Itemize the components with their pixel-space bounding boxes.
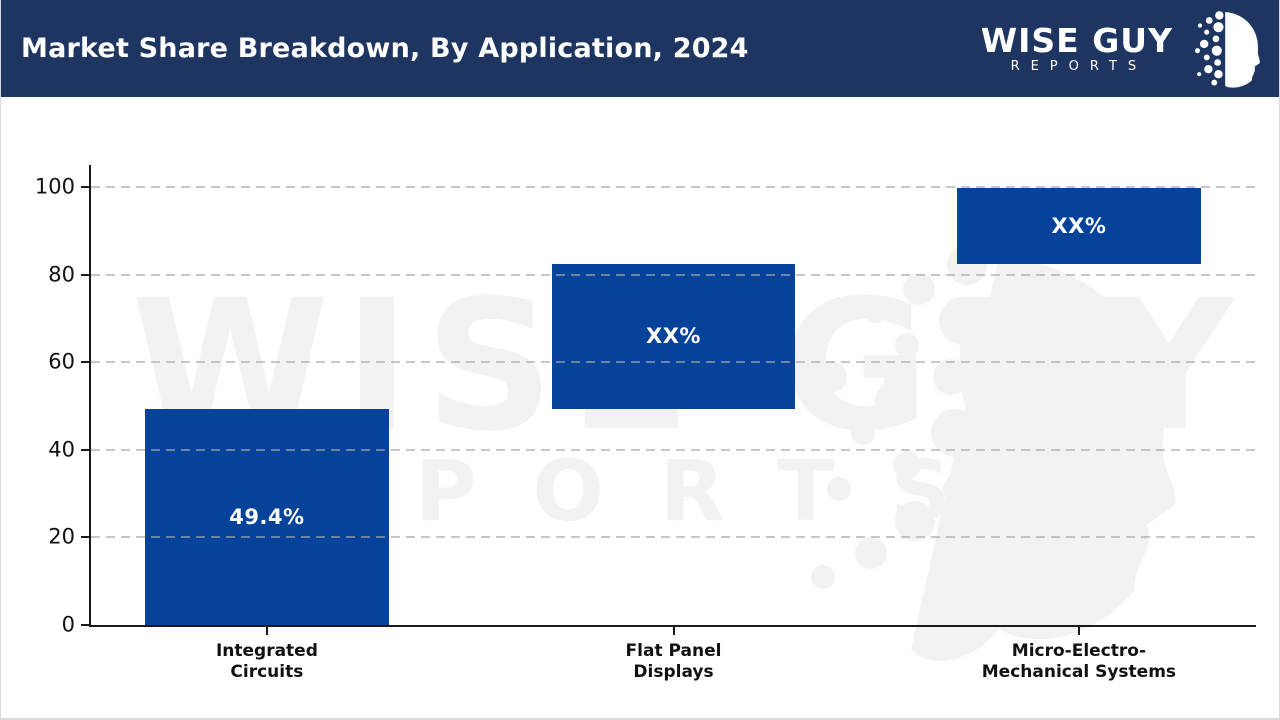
chart-area: WISE GUY REPORTS 0 20 40 60 80 100 49.4% Integr…	[1, 97, 1279, 718]
gridline	[91, 536, 1256, 539]
wiseguy-face-icon	[1194, 10, 1260, 88]
x-category-label-line: Integrated	[215, 641, 318, 661]
y-axis-tick-label: 0	[61, 612, 75, 637]
page-title: Market Share Breakdown, By Application, …	[21, 33, 749, 64]
x-category-label-line: Micro-Electro-	[1011, 641, 1147, 661]
x-axis-tick	[672, 627, 675, 635]
bar-value-label: XX%	[1051, 213, 1107, 238]
y-axis-tick	[81, 536, 89, 539]
x-axis-tick	[265, 627, 268, 635]
header: Market Share Breakdown, By Application, …	[1, 0, 1279, 97]
x-category-label: Flat Panel Displays	[554, 641, 794, 683]
y-axis-tick	[81, 624, 89, 626]
wiseguy-logo-text: WISE GUY REPORTS	[981, 24, 1173, 73]
x-category-label-line: Mechanical Systems	[981, 662, 1177, 682]
x-axis-tick	[1077, 627, 1080, 635]
logo-brand-name: WISE GUY	[980, 21, 1173, 60]
y-axis-tick	[81, 361, 89, 364]
y-axis-tick	[81, 448, 89, 451]
y-axis-tick-label: 60	[48, 349, 75, 374]
y-axis-tick-label: 20	[48, 524, 75, 549]
x-category-label: Micro-Electro- Mechanical Systems	[959, 641, 1199, 683]
logo-brand-subtitle: REPORTS	[1010, 59, 1148, 74]
y-axis-tick-label: 80	[48, 262, 75, 287]
gridline	[91, 273, 1256, 276]
gridline	[91, 185, 1256, 188]
plot-area: 0 20 40 60 80 100 49.4% Integrated Circuits XX% Fl…	[35, 165, 1256, 682]
y-axis-tick	[81, 273, 89, 276]
wiseguy-logo: WISE GUY REPORTS	[981, 7, 1263, 91]
bar-segment: XX%	[957, 187, 1201, 264]
x-category-label-line: Circuits	[230, 662, 304, 682]
x-category-label-line: Displays	[633, 662, 714, 682]
gridline	[91, 361, 1256, 364]
x-category-label-line: Flat Panel	[625, 641, 722, 661]
bar-segment: 49.4%	[145, 408, 389, 625]
bar-segment: XX%	[551, 263, 796, 409]
gridline	[91, 448, 1256, 451]
x-category-label: Integrated Circuits	[147, 641, 387, 683]
bar-value-label: 49.4%	[229, 504, 305, 529]
y-axis-tick	[81, 185, 89, 188]
bar-value-label: XX%	[646, 324, 701, 349]
y-axis-tick-label: 40	[48, 437, 75, 462]
y-axis-tick-label: 100	[34, 174, 75, 199]
